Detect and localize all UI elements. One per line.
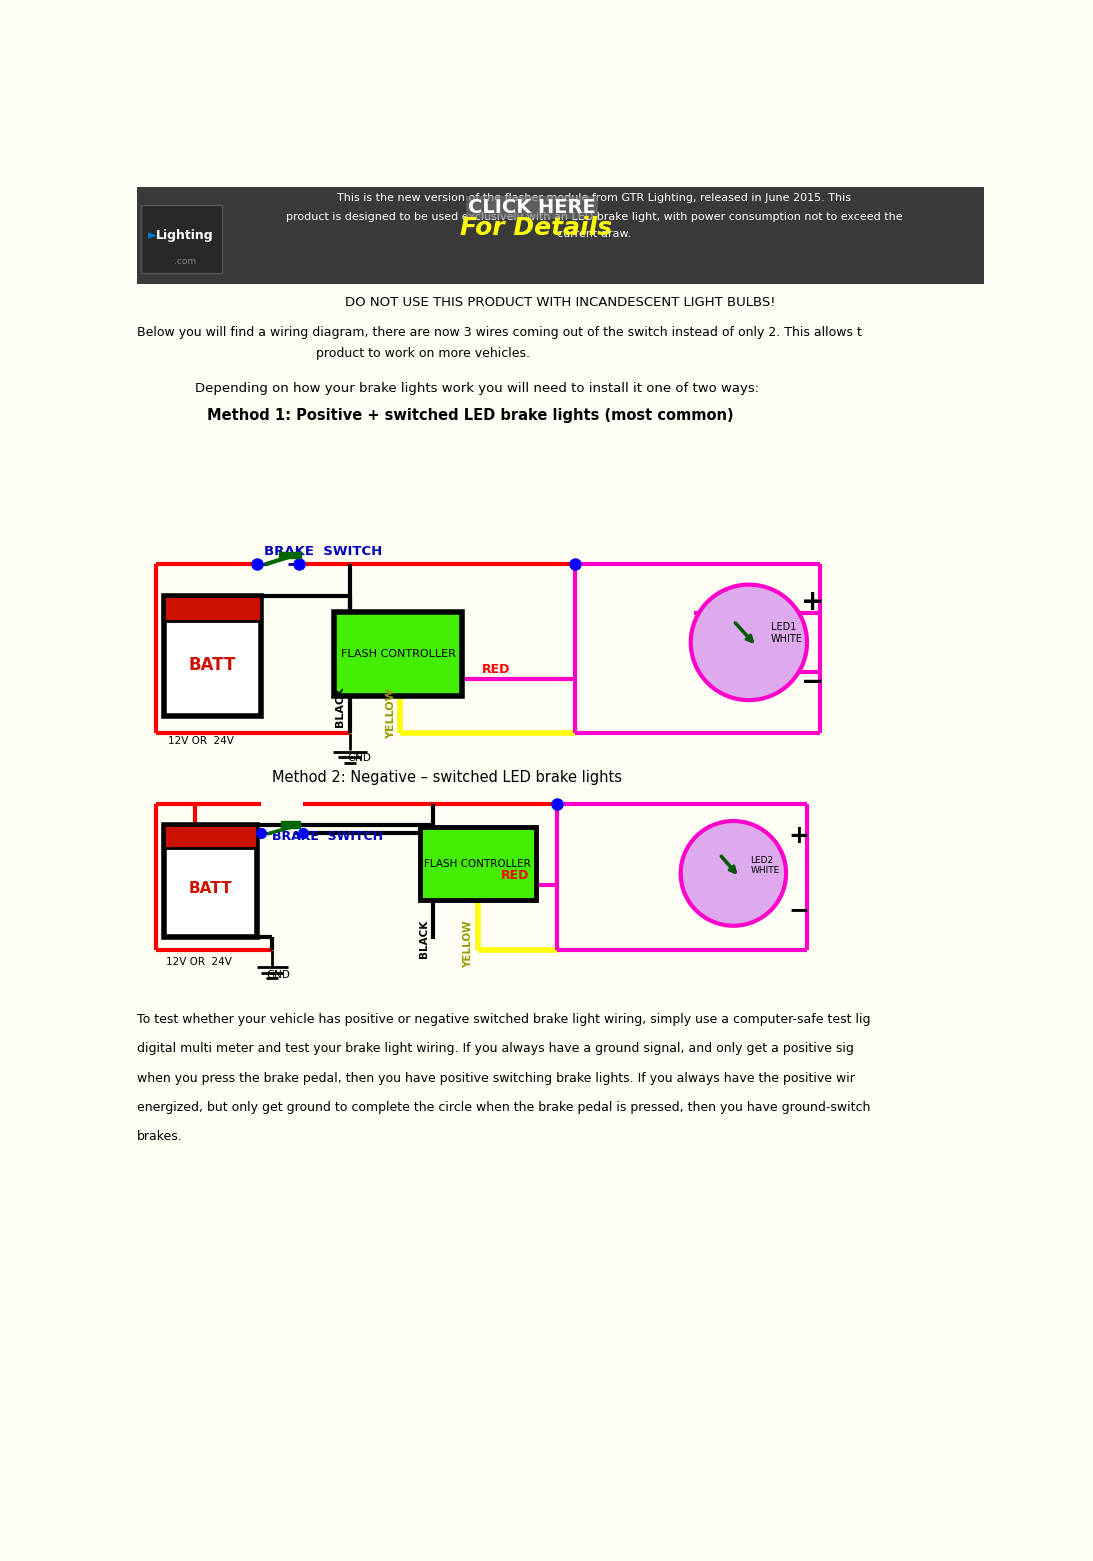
- Text: when you press the brake pedal, then you have positive switching brake lights. I: when you press the brake pedal, then you…: [137, 1072, 855, 1085]
- Text: BRAKE  SWITCH: BRAKE SWITCH: [265, 545, 383, 557]
- Text: Lighting: Lighting: [156, 229, 213, 242]
- Text: digital multi meter and test your brake light wiring. If you always have a groun: digital multi meter and test your brake …: [137, 1043, 854, 1055]
- Text: RED: RED: [482, 663, 509, 676]
- Text: current draw.: current draw.: [556, 229, 631, 239]
- Bar: [164, 824, 257, 937]
- Text: +: +: [801, 588, 824, 617]
- Text: RED: RED: [501, 869, 529, 882]
- Text: 12V OR  24V: 12V OR 24V: [167, 735, 234, 746]
- Bar: [281, 821, 301, 827]
- Text: GND: GND: [267, 969, 291, 980]
- Text: brakes.: brakes.: [137, 1130, 183, 1143]
- Text: FLASH CONTROLLER: FLASH CONTROLLER: [424, 859, 531, 869]
- Text: Method 1: Positive + switched LED brake lights (most common): Method 1: Positive + switched LED brake …: [207, 407, 733, 423]
- Bar: [141, 204, 222, 273]
- Bar: [420, 827, 536, 901]
- Text: BLACK: BLACK: [419, 919, 430, 958]
- Bar: [279, 551, 301, 559]
- Text: BATT: BATT: [188, 656, 236, 674]
- Text: energized, but only get ground to complete the circle when the brake pedal is pr: energized, but only get ground to comple…: [137, 1101, 870, 1115]
- Text: LED2
WHITE: LED2 WHITE: [751, 855, 779, 876]
- Text: −: −: [801, 668, 824, 696]
- Text: GND: GND: [348, 752, 371, 763]
- Circle shape: [681, 821, 786, 926]
- Text: ►: ►: [148, 229, 157, 242]
- Text: 12V OR  24V: 12V OR 24V: [166, 957, 232, 966]
- Text: .com: .com: [174, 256, 196, 265]
- Circle shape: [691, 585, 807, 701]
- Text: Below you will find a wiring diagram, there are now 3 wires coming out of the sw: Below you will find a wiring diagram, th…: [137, 326, 861, 339]
- Text: FLASH CONTROLLER: FLASH CONTROLLER: [341, 649, 456, 659]
- Text: Method 2: Negative – switched LED brake lights: Method 2: Negative – switched LED brake …: [272, 770, 622, 785]
- Bar: [164, 596, 260, 621]
- Text: For Details: For Details: [460, 215, 612, 240]
- Text: CLICK HERE: CLICK HERE: [468, 198, 596, 217]
- Bar: [164, 596, 260, 715]
- Bar: [164, 824, 257, 848]
- Text: +: +: [789, 824, 810, 849]
- Text: DO NOT USE THIS PRODUCT WITH INCANDESCENT LIGHT BULBS!: DO NOT USE THIS PRODUCT WITH INCANDESCEN…: [345, 295, 776, 309]
- Text: BRAKE  SWITCH: BRAKE SWITCH: [272, 830, 384, 843]
- Bar: [137, 187, 984, 284]
- Text: product to work on more vehicles.: product to work on more vehicles.: [316, 347, 530, 361]
- Text: This is the new version of the flasher module from GTR Lighting, released in Jun: This is the new version of the flasher m…: [337, 194, 850, 203]
- Text: Depending on how your brake lights work you will need to install it one of two w: Depending on how your brake lights work …: [195, 382, 759, 395]
- Text: YELLOW: YELLOW: [386, 688, 396, 738]
- Text: YELLOW: YELLOW: [463, 921, 473, 968]
- Bar: [334, 612, 462, 696]
- Text: BATT: BATT: [188, 880, 232, 896]
- Text: product is designed to be used exclusively with an LED brake light, with power c: product is designed to be used exclusive…: [285, 212, 902, 222]
- Text: BLACK: BLACK: [336, 685, 345, 726]
- Text: LED1
WHITE: LED1 WHITE: [771, 623, 802, 645]
- Text: −: −: [789, 898, 810, 923]
- Text: To test whether your vehicle has positive or negative switched brake light wirin: To test whether your vehicle has positiv…: [137, 1013, 870, 1026]
